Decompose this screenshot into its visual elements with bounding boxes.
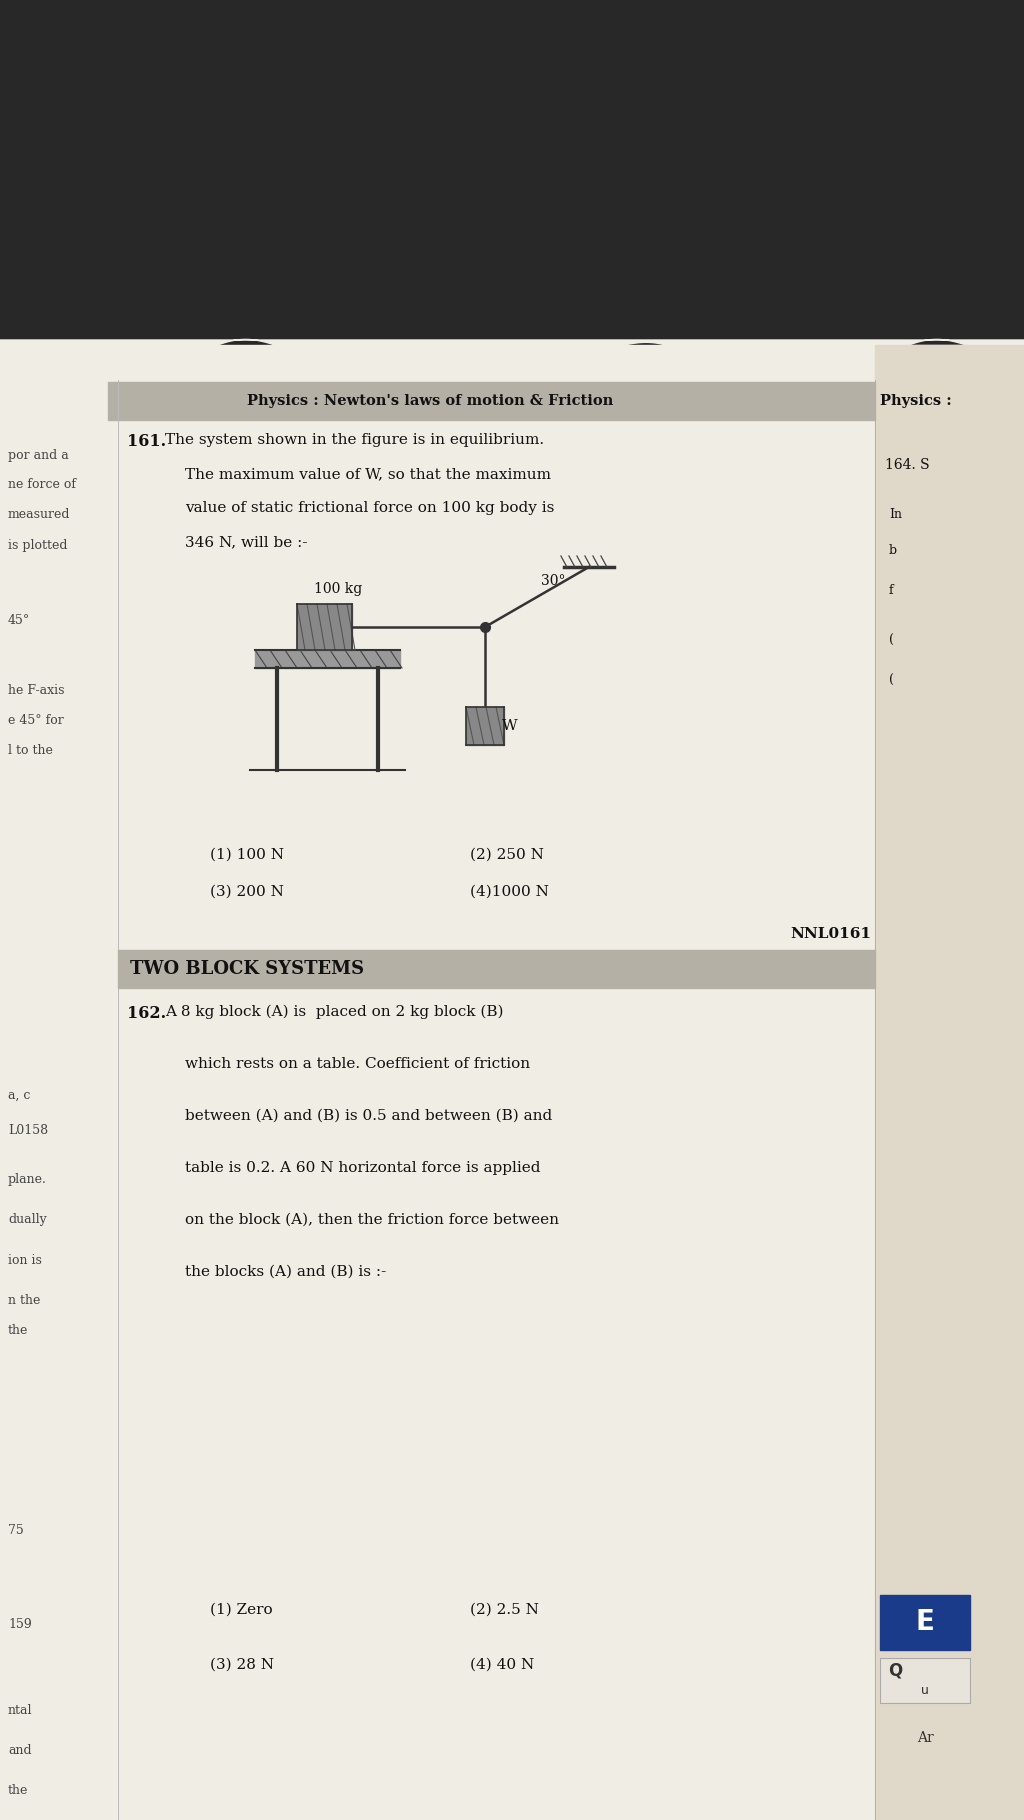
Bar <box>0 346 1024 1820</box>
Bar <box>118 950 874 988</box>
Text: b: b <box>889 544 897 557</box>
Text: 45°: 45° <box>8 613 31 626</box>
Text: (2) 2.5 N: (2) 2.5 N <box>470 1603 539 1616</box>
Text: table is 0.2. A 60 N horizontal force is applied: table is 0.2. A 60 N horizontal force is… <box>185 1161 541 1176</box>
Text: NNL0161: NNL0161 <box>790 926 871 941</box>
Text: e 45° for: e 45° for <box>8 713 63 726</box>
Text: por and a: por and a <box>8 448 69 462</box>
Text: l to the: l to the <box>8 744 53 757</box>
Text: (4) 40 N: (4) 40 N <box>470 1658 535 1673</box>
Bar <box>880 1594 970 1651</box>
Text: is plotted: is plotted <box>8 539 68 551</box>
Text: 161.: 161. <box>127 433 166 450</box>
Bar <box>255 650 400 668</box>
Bar <box>108 382 874 420</box>
Text: ne force of: ne force of <box>8 479 76 491</box>
Text: L0158: L0158 <box>8 1123 48 1136</box>
Text: Ar: Ar <box>916 1731 933 1745</box>
Text: The system shown in the figure is in equilibrium.: The system shown in the figure is in equ… <box>165 433 544 448</box>
Text: W: W <box>502 719 517 733</box>
Text: Q: Q <box>888 1662 902 1680</box>
Text: 162.: 162. <box>127 1005 166 1023</box>
Text: 75: 75 <box>8 1523 24 1536</box>
Text: TWO BLOCK SYSTEMS: TWO BLOCK SYSTEMS <box>130 959 365 977</box>
Text: 159: 159 <box>8 1618 32 1631</box>
Text: 30°: 30° <box>541 573 565 588</box>
Text: Physics :: Physics : <box>880 393 951 408</box>
Text: the: the <box>8 1323 29 1336</box>
Bar <box>466 706 504 744</box>
Text: (1) Zero: (1) Zero <box>210 1603 272 1616</box>
Text: n the: n the <box>8 1294 40 1307</box>
Text: value of static frictional force on 100 kg body is: value of static frictional force on 100 … <box>185 501 554 515</box>
Text: ntal: ntal <box>8 1704 33 1716</box>
Text: (2) 250 N: (2) 250 N <box>470 848 544 863</box>
Text: on the block (A), then the friction force between: on the block (A), then the friction forc… <box>185 1212 559 1227</box>
Text: 164. S: 164. S <box>885 459 930 471</box>
Text: the blocks (A) and (B) is :-: the blocks (A) and (B) is :- <box>185 1265 386 1279</box>
Text: between (A) and (B) is 0.5 and between (B) and: between (A) and (B) is 0.5 and between (… <box>185 1108 552 1123</box>
Bar <box>880 1658 970 1704</box>
Text: Physics : Newton's laws of motion & Friction: Physics : Newton's laws of motion & Fric… <box>247 393 613 408</box>
Text: a, c: a, c <box>8 1088 31 1101</box>
Text: u: u <box>921 1684 929 1696</box>
Text: dually: dually <box>8 1214 47 1227</box>
Text: (3) 28 N: (3) 28 N <box>210 1658 274 1673</box>
Text: The maximum value of W, so that the maximum: The maximum value of W, so that the maxi… <box>185 468 551 480</box>
Text: (4)1000 N: (4)1000 N <box>470 885 549 899</box>
Text: A 8 kg block (A) is  placed on 2 kg block (B): A 8 kg block (A) is placed on 2 kg block… <box>165 1005 504 1019</box>
Text: ion is: ion is <box>8 1254 42 1267</box>
Text: the: the <box>8 1784 29 1796</box>
Text: plane.: plane. <box>8 1174 47 1187</box>
Text: (: ( <box>889 633 894 646</box>
Text: f: f <box>889 584 894 597</box>
Text: (: ( <box>889 673 894 686</box>
Text: which rests on a table. Coefficient of friction: which rests on a table. Coefficient of f… <box>185 1057 530 1070</box>
Text: In: In <box>889 508 902 522</box>
Bar <box>0 0 1024 366</box>
Text: he F-axis: he F-axis <box>8 684 65 697</box>
Bar <box>297 604 352 650</box>
Text: and: and <box>8 1744 32 1756</box>
Bar <box>880 1658 970 1704</box>
Text: (3) 200 N: (3) 200 N <box>210 885 284 899</box>
Text: (1) 100 N: (1) 100 N <box>210 848 284 863</box>
Text: E: E <box>915 1609 935 1636</box>
Text: measured: measured <box>8 508 71 522</box>
Text: 346 N, will be :-: 346 N, will be :- <box>185 535 307 550</box>
Bar <box>874 346 1024 1820</box>
Text: 100 kg: 100 kg <box>314 582 362 595</box>
Polygon shape <box>0 339 1024 371</box>
